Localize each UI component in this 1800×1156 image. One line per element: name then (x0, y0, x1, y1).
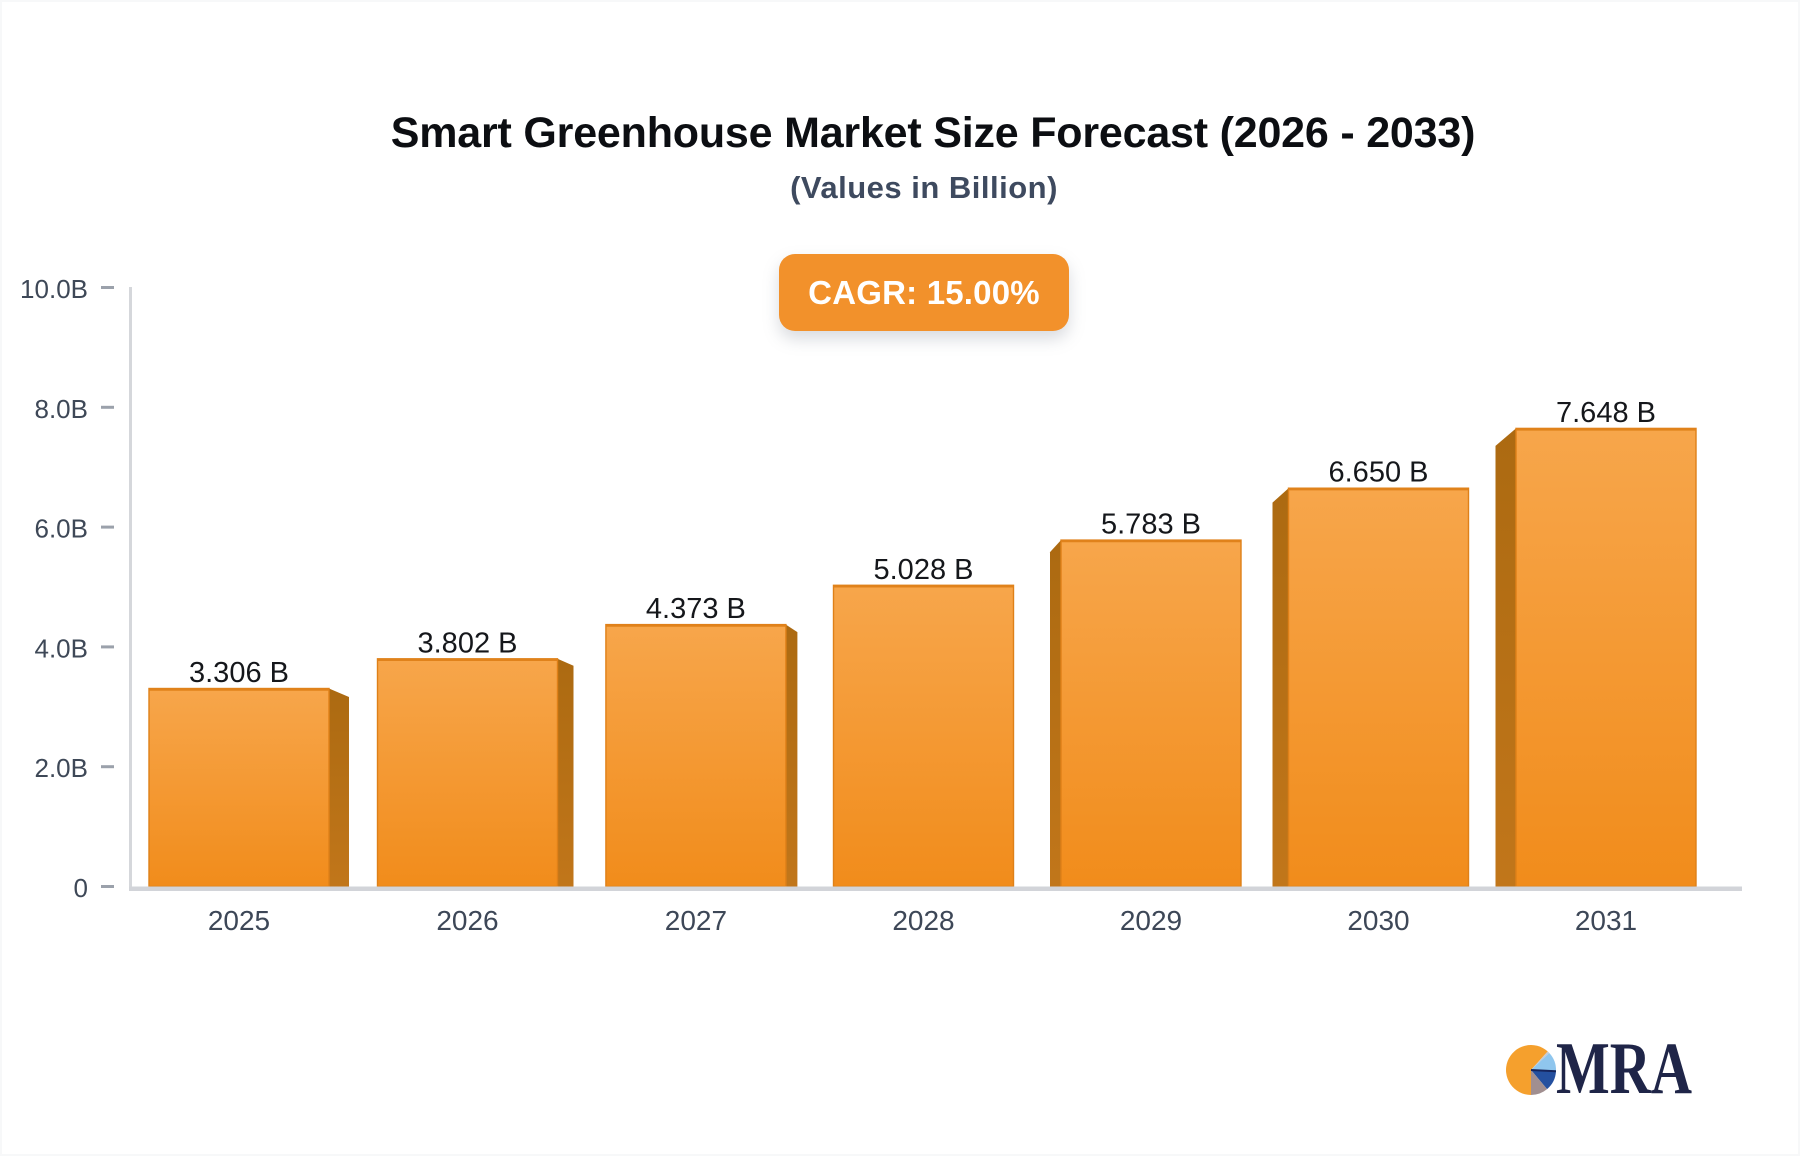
svg-text:6.0B: 6.0B (35, 514, 89, 544)
svg-text:2025: 2025 (208, 905, 270, 936)
svg-text:2030: 2030 (1347, 905, 1409, 936)
svg-text:MRA: MRA (1556, 1028, 1692, 1110)
svg-text:2027: 2027 (665, 905, 727, 936)
svg-text:6.650 B: 6.650 B (1329, 457, 1429, 489)
svg-text:4.373 B: 4.373 B (646, 593, 746, 625)
svg-text:2028: 2028 (892, 905, 954, 936)
svg-text:7.648 B: 7.648 B (1556, 397, 1656, 429)
svg-text:5.028 B: 5.028 B (874, 554, 974, 586)
svg-text:2029: 2029 (1120, 905, 1182, 936)
svg-text:2.0B: 2.0B (35, 753, 89, 783)
svg-text:5.783 B: 5.783 B (1101, 509, 1201, 541)
svg-text:8.0B: 8.0B (35, 394, 89, 424)
svg-text:0: 0 (74, 873, 88, 903)
svg-text:10.0B: 10.0B (20, 274, 88, 304)
svg-text:4.0B: 4.0B (35, 633, 89, 663)
svg-text:2031: 2031 (1575, 905, 1637, 936)
svg-text:2026: 2026 (436, 905, 498, 936)
svg-text:3.802 B: 3.802 B (418, 627, 518, 659)
svg-text:3.306 B: 3.306 B (189, 657, 289, 689)
